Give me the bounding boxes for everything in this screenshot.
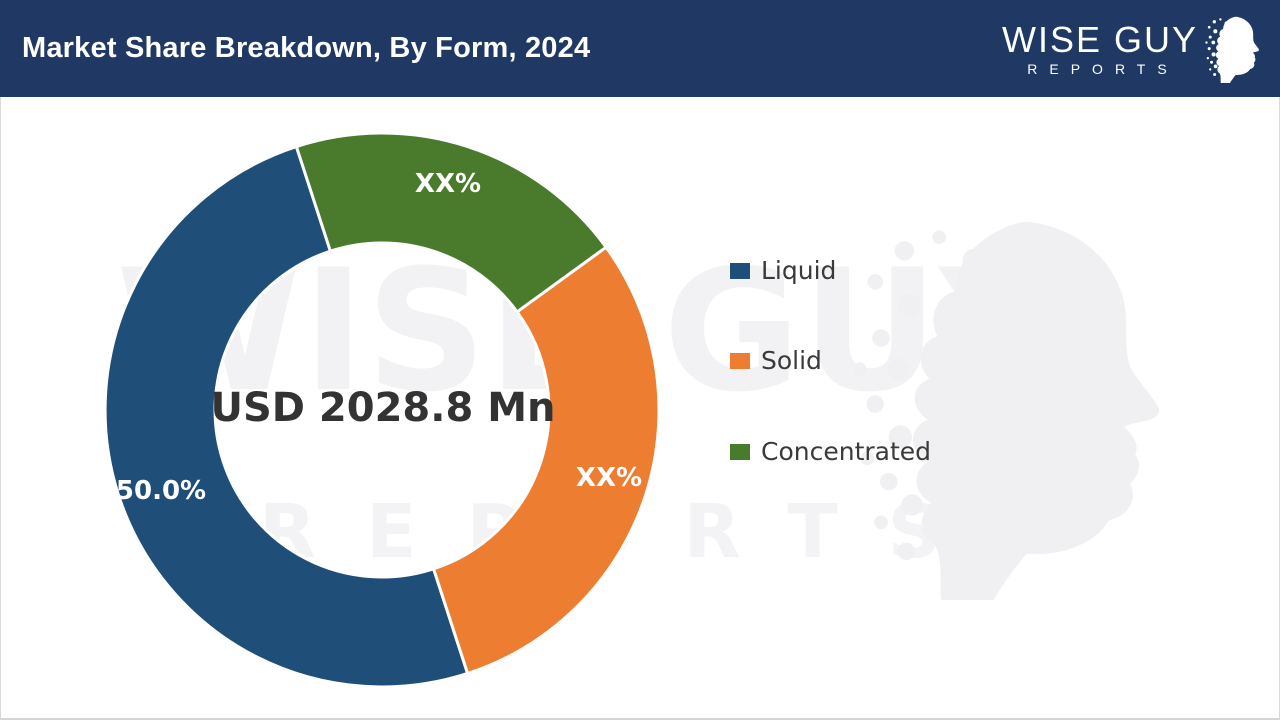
legend-label-concentrated: Concentrated <box>761 437 932 466</box>
legend-swatch-liquid <box>730 263 750 279</box>
slice-label-liquid: 50.0% <box>115 476 207 506</box>
donut-slice-liquid <box>103 145 470 689</box>
logo-head-icon <box>1204 15 1262 83</box>
legend-item-concentrated: Concentrated <box>730 437 931 467</box>
legend-label-liquid: Liquid <box>761 256 837 285</box>
donut-slice-solid <box>432 245 661 675</box>
donut-slice-concentrated <box>294 131 608 314</box>
legend-swatch-concentrated <box>730 444 750 460</box>
donut-center-value: USD 2028.8 Mn <box>210 385 556 431</box>
logo-subtitle: REPORTS <box>1027 60 1179 77</box>
header-bar: Market Share Breakdown, By Form, 2024 WI… <box>0 0 1280 97</box>
legend-item-liquid: Liquid <box>730 256 836 286</box>
legend-swatch-solid <box>730 353 750 369</box>
chart-area: WISE GUY REPORTS 50.0% XX% XX% USD 2028.… <box>0 97 1280 720</box>
wise-guy-logo: WISE GUY REPORTS <box>1002 15 1262 83</box>
logo-text: WISE GUY REPORTS <box>1001 18 1198 77</box>
slice-label-solid: XX% <box>575 463 643 493</box>
legend-label-solid: Solid <box>761 346 822 375</box>
logo-wordmark: WISE GUY <box>1001 18 1198 60</box>
legend-item-solid: Solid <box>730 346 822 376</box>
page-title: Market Share Breakdown, By Form, 2024 <box>22 32 591 64</box>
donut-svg <box>103 131 661 689</box>
slice-label-concentrated: XX% <box>414 169 482 199</box>
